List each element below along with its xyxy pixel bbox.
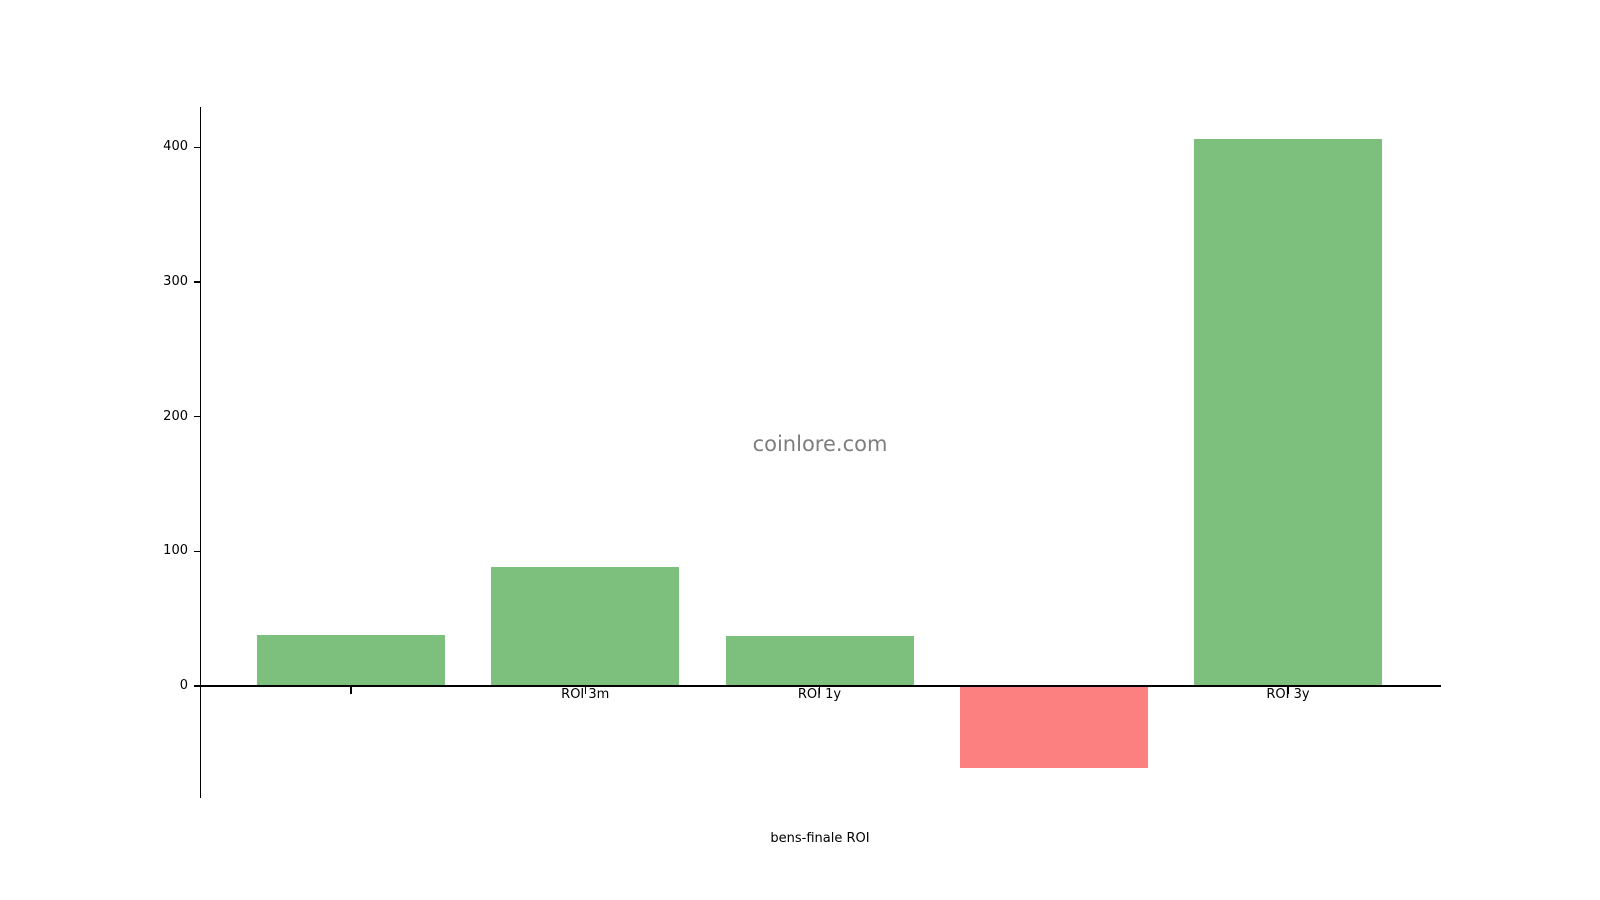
y-tick-mark (193, 550, 201, 552)
x-tick-label: ROI 3m (561, 687, 610, 702)
x-axis-title: bens-finale ROI (770, 831, 870, 846)
y-tick-label: 100 (163, 543, 188, 559)
x-tick-label: ROI 1y (797, 687, 842, 702)
y-tick-mark (193, 415, 201, 418)
bar-1 (491, 567, 680, 686)
bar-3 (959, 686, 1148, 769)
y-tick-label: 200 (163, 408, 188, 424)
x-tick-label: ROI 3y (1266, 687, 1310, 702)
y-tick-label: 0 (179, 678, 188, 693)
y-axis-line (200, 107, 202, 798)
x-axis-line (200, 685, 1441, 687)
y-tick-mark (193, 685, 201, 687)
x-tick-mark (818, 686, 821, 694)
y-tick-mark (193, 146, 201, 148)
y-tick-mark (193, 281, 201, 283)
watermark: coinlore.com (752, 432, 888, 456)
x-tick-mark (1287, 686, 1289, 694)
bar-4 (1194, 139, 1382, 686)
bar-2 (725, 636, 914, 686)
y-tick-label: 300 (163, 273, 188, 289)
x-tick-mark (350, 686, 352, 694)
y-tick-label: 400 (163, 139, 188, 155)
x-tick-mark (584, 686, 586, 694)
bar-0 (257, 634, 445, 686)
